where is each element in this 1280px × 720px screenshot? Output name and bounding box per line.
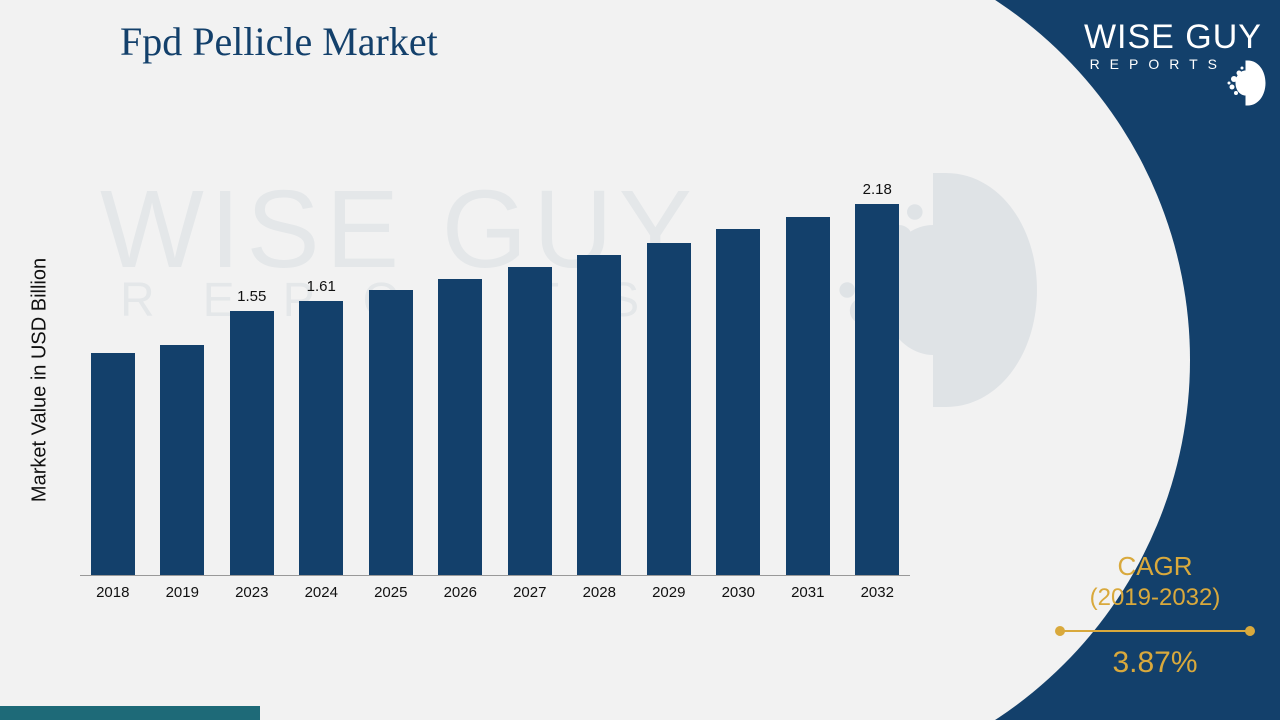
plot-area: 2018 2019 1.552023 1.612024 2025 2026 2027 2028… bbox=[80, 150, 910, 576]
bar-2028: 2028 bbox=[573, 150, 627, 575]
x-tick-label: 2019 bbox=[156, 584, 210, 601]
bar-2018: 2018 bbox=[86, 150, 140, 575]
x-tick-label: 2026 bbox=[434, 584, 488, 601]
bar bbox=[786, 217, 830, 575]
bar-2029: 2029 bbox=[642, 150, 696, 575]
x-tick-label: 2024 bbox=[295, 584, 349, 601]
brand-main: WISE GUY bbox=[1084, 20, 1262, 54]
brand-head-icon bbox=[1218, 58, 1268, 108]
x-tick-label: 2029 bbox=[642, 584, 696, 601]
cagr-label: CAGR bbox=[1030, 551, 1280, 582]
bar bbox=[230, 311, 274, 575]
bar-2032: 2.182032 bbox=[851, 150, 905, 575]
x-tick-label: 2027 bbox=[503, 584, 557, 601]
brand-logo: WISE GUY REPORTS bbox=[1084, 20, 1262, 72]
bar-chart: Market Value in USD Billion 201820191.55… bbox=[50, 150, 910, 610]
x-tick-label: 2025 bbox=[364, 584, 418, 601]
x-tick-label: 2031 bbox=[781, 584, 835, 601]
bar-value-label: 2.18 bbox=[851, 181, 905, 198]
bar-2030: 2030 bbox=[712, 150, 766, 575]
bottom-accent-bar bbox=[0, 706, 260, 720]
bar-2027: 2027 bbox=[503, 150, 557, 575]
bar bbox=[855, 204, 899, 575]
bar-2024: 1.612024 bbox=[295, 150, 349, 575]
cagr-range: (2019-2032) bbox=[1030, 584, 1280, 612]
bar-2023: 1.552023 bbox=[225, 150, 279, 575]
bar-2019: 2019 bbox=[156, 150, 210, 575]
bar-value-label: 1.61 bbox=[295, 278, 349, 295]
x-tick-label: 2028 bbox=[573, 584, 627, 601]
bar bbox=[160, 345, 204, 575]
cagr-divider bbox=[1060, 630, 1250, 632]
bar bbox=[438, 279, 482, 575]
bar bbox=[508, 267, 552, 575]
bar bbox=[369, 290, 413, 575]
x-tick-label: 2018 bbox=[86, 584, 140, 601]
bar bbox=[647, 243, 691, 575]
x-tick-label: 2030 bbox=[712, 584, 766, 601]
x-tick-label: 2032 bbox=[851, 584, 905, 601]
bar-2031: 2031 bbox=[781, 150, 835, 575]
y-axis-label: Market Value in USD Billion bbox=[29, 258, 52, 502]
bar-2025: 2025 bbox=[364, 150, 418, 575]
bar-2026: 2026 bbox=[434, 150, 488, 575]
bar bbox=[91, 353, 135, 575]
chart-title: Fpd Pellicle Market bbox=[120, 18, 438, 65]
bar bbox=[577, 255, 621, 575]
x-tick-label: 2023 bbox=[225, 584, 279, 601]
cagr-block: CAGR (2019-2032) 3.87% bbox=[1030, 551, 1280, 680]
page: WISE GUY REPORTS Fpd Pellicle Market WIS… bbox=[0, 0, 1280, 720]
bar bbox=[299, 301, 343, 575]
cagr-value: 3.87% bbox=[1030, 646, 1280, 680]
bar bbox=[716, 229, 760, 575]
bar-value-label: 1.55 bbox=[225, 288, 279, 305]
